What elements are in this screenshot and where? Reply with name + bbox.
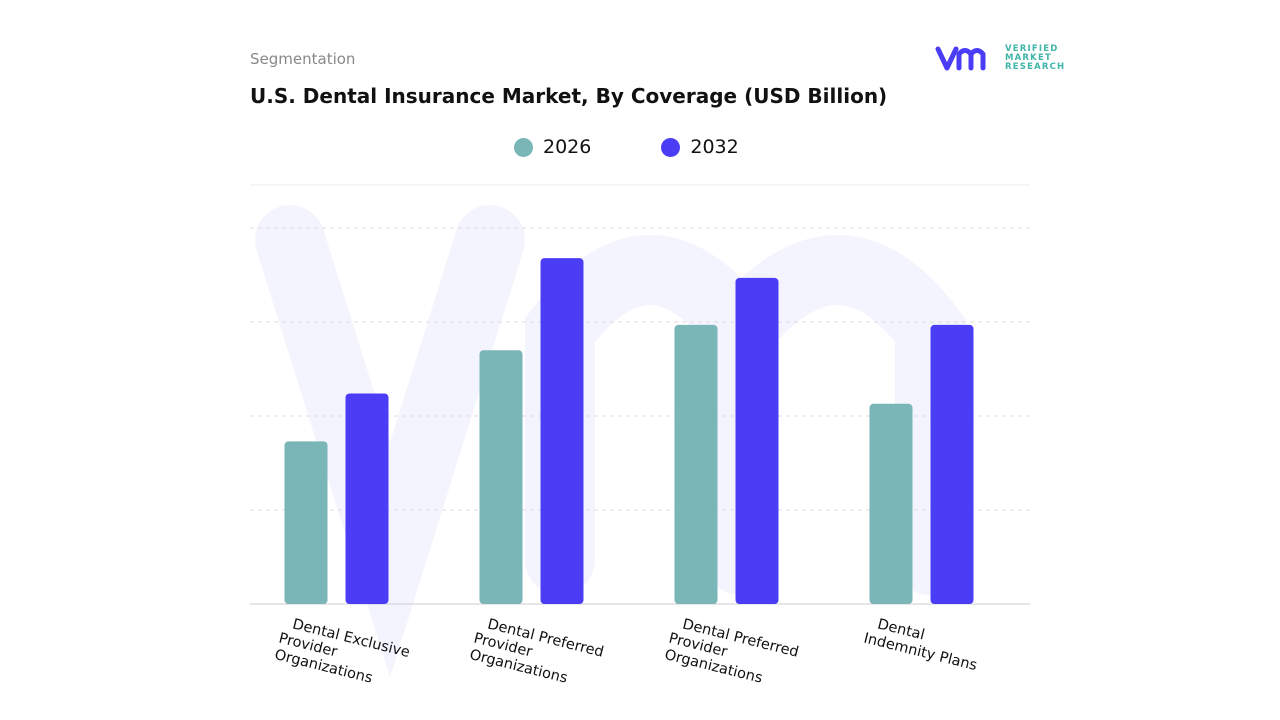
legend-label: 2032 [690,136,739,158]
vmr-logo-icon [935,46,986,71]
vmr-logo: VERIFIED MARKET RESEARCH [935,44,1065,72]
bar-2026-0 [284,441,328,604]
bar-2026-3 [869,403,913,604]
bar-2026-2 [674,324,718,604]
legend-label: 2026 [543,136,592,158]
legend-item-2026: 2026 [514,136,591,158]
bar-2032-2 [735,277,779,604]
logo-line: RESEARCH [1005,61,1066,72]
bar-2032-3 [930,324,974,604]
bar-2026-1 [479,350,523,604]
logo-line: MARKET [1005,52,1052,63]
chart-title: U.S. Dental Insurance Market, By Coverag… [250,84,888,108]
legend-item-2032: 2032 [661,136,739,158]
legend-swatch [514,137,533,157]
segment-label: Segmentation [250,50,356,68]
bar-2032-0 [345,393,389,604]
bar-2032-1 [540,258,584,604]
legend: 2026 2032 [514,136,739,158]
logo-line: VERIFIED [1005,43,1059,54]
logo-text: VERIFIED MARKET RESEARCH [1005,43,1066,72]
legend-swatch [661,137,681,157]
